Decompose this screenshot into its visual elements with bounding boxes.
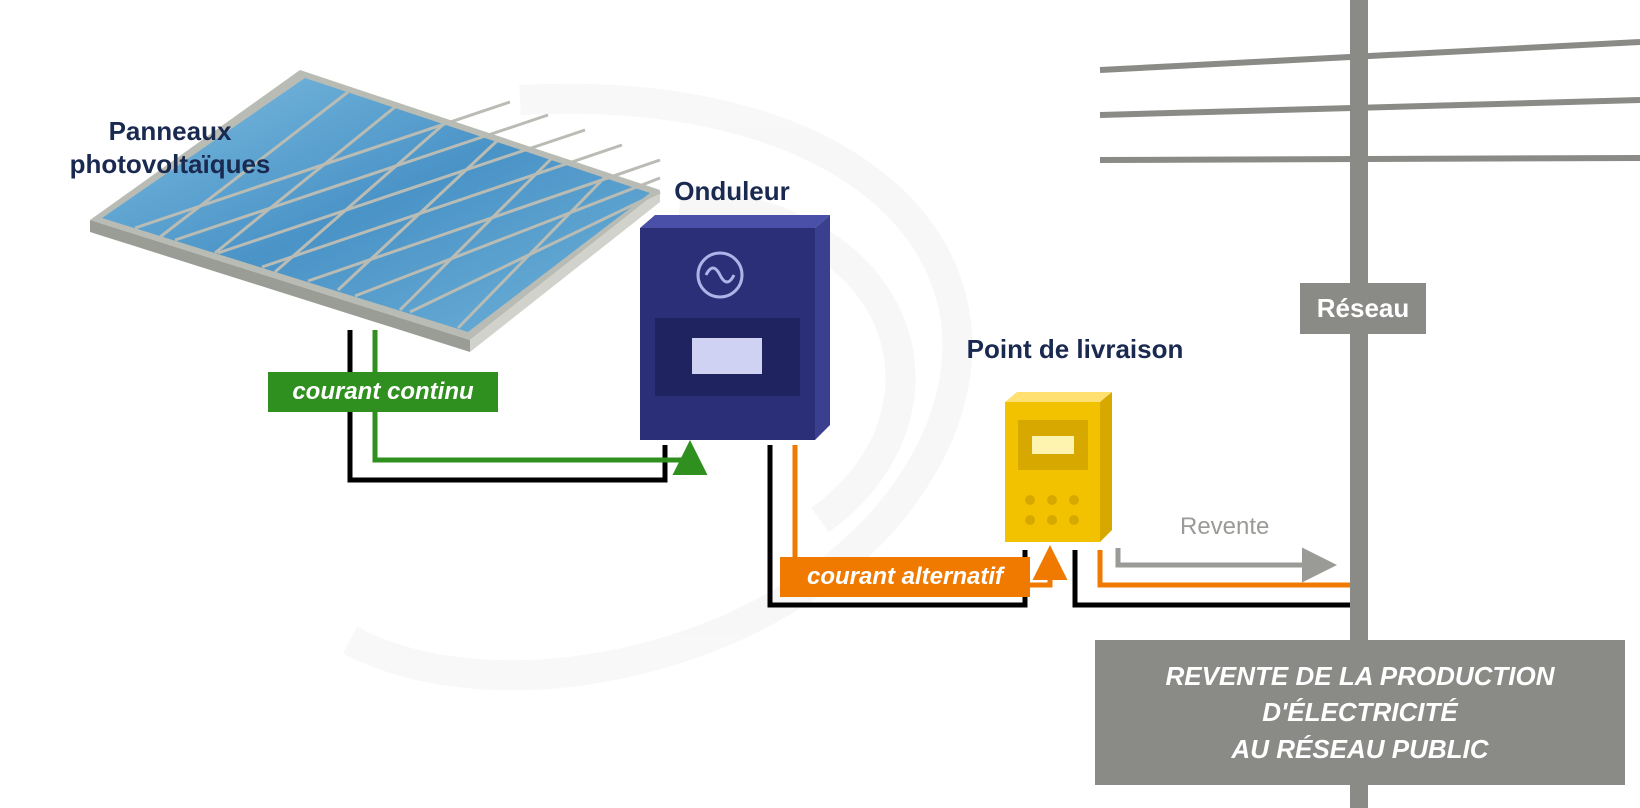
ac-badge: courant alternatif [780,557,1030,597]
panels-label: Panneauxphotovoltaïques [40,115,300,180]
inverter-label: Onduleur [632,175,832,208]
delivery-label: Point de livraison [950,333,1200,366]
grid-label: Réseau [1300,283,1426,334]
dc-badge: courant continu [268,372,498,412]
main-description: REVENTE DE LA PRODUCTIOND'ÉLECTRICITÉAU … [1095,640,1625,785]
resale-text: Revente [1180,513,1269,541]
